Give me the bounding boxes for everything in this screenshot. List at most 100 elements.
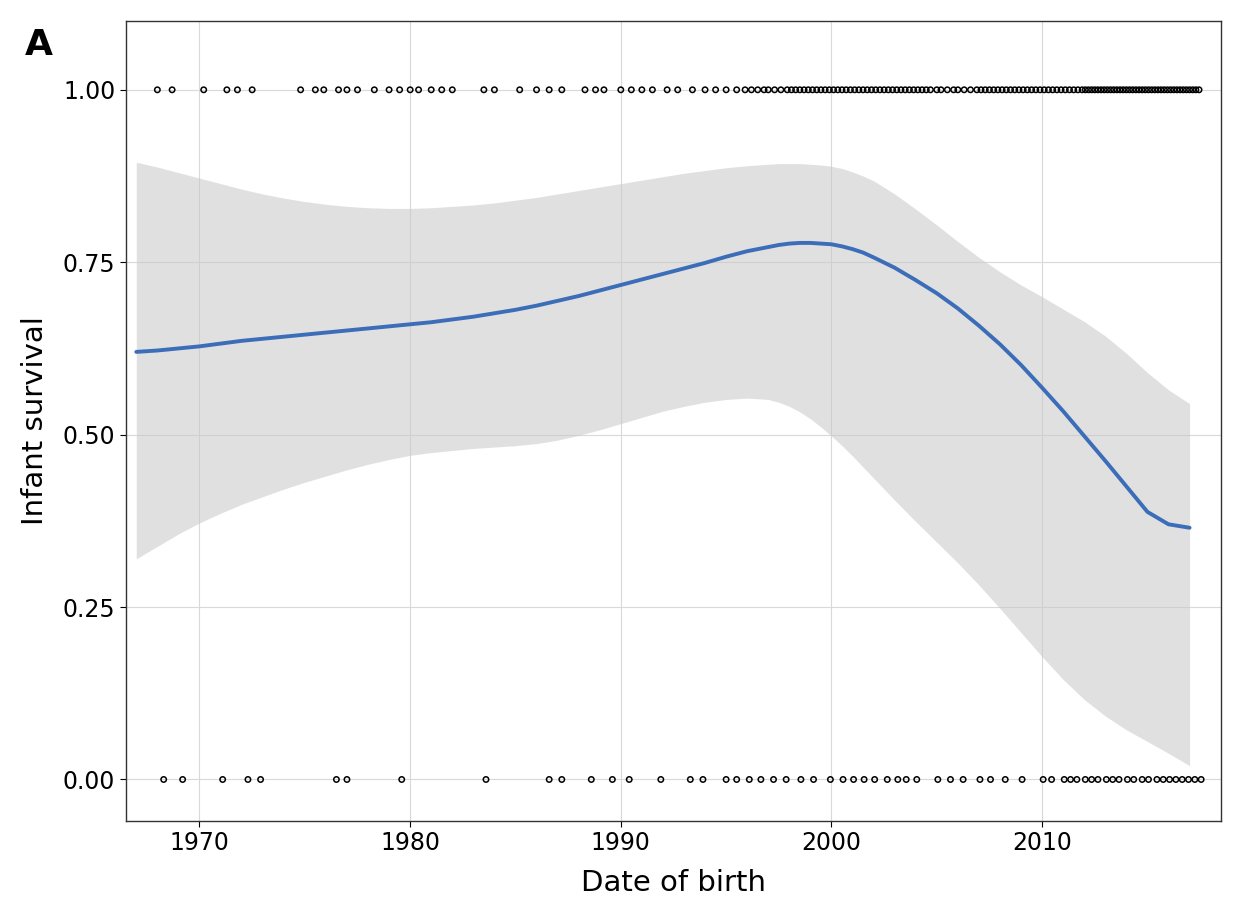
Point [632, 83, 652, 97]
Point [693, 772, 713, 787]
Point [1054, 772, 1074, 787]
Point [833, 772, 853, 787]
Point [807, 83, 827, 97]
Point [751, 772, 771, 787]
Point [683, 83, 703, 97]
Point [799, 83, 818, 97]
Point [1038, 83, 1058, 97]
Point [1126, 83, 1146, 97]
Point [764, 772, 784, 787]
Point [904, 83, 924, 97]
Point [1182, 83, 1202, 97]
Point [1084, 83, 1104, 97]
Point [853, 83, 873, 97]
Point [1141, 83, 1161, 97]
Point [327, 772, 347, 787]
Point [681, 772, 700, 787]
Point [1118, 772, 1138, 787]
Point [843, 772, 863, 787]
Point [329, 83, 349, 97]
Point [1180, 83, 1200, 97]
Point [981, 772, 1001, 787]
Point [314, 83, 334, 97]
Point [869, 83, 889, 97]
Point [975, 83, 995, 97]
Point [940, 772, 960, 787]
Point [1072, 83, 1092, 97]
Point [776, 772, 796, 787]
Point [1001, 83, 1021, 97]
Point [1030, 83, 1049, 97]
Point [948, 83, 968, 97]
Point [821, 772, 841, 787]
Point [1158, 83, 1177, 97]
Point [717, 83, 737, 97]
Point [242, 83, 262, 97]
Point [1117, 83, 1136, 97]
Point [1078, 83, 1098, 97]
Point [1164, 83, 1184, 97]
Point [1124, 772, 1144, 787]
Point [551, 772, 571, 787]
Point [1092, 83, 1112, 97]
Point [657, 83, 677, 97]
Point [920, 83, 940, 97]
Point [1042, 772, 1062, 787]
Point [291, 83, 310, 97]
Point [899, 83, 919, 97]
Point [620, 772, 640, 787]
Point [1189, 83, 1208, 97]
Point [1094, 83, 1114, 97]
Point [1082, 83, 1102, 97]
Text: A: A [25, 28, 53, 62]
Point [811, 83, 831, 97]
Point [509, 83, 529, 97]
Point [992, 83, 1012, 97]
Point [1166, 772, 1186, 787]
Point [1160, 772, 1180, 787]
Point [1097, 772, 1117, 787]
Point [391, 772, 411, 787]
Point [306, 83, 325, 97]
Point [1146, 772, 1166, 787]
Point [1017, 83, 1037, 97]
Point [1068, 83, 1088, 97]
Point [1154, 83, 1174, 97]
Point [960, 83, 980, 97]
Point [891, 83, 910, 97]
Point [1172, 772, 1192, 787]
Point [1013, 83, 1033, 97]
Point [794, 83, 814, 97]
Point [251, 772, 271, 787]
Point [527, 83, 546, 97]
Point [1103, 772, 1123, 787]
Point [432, 83, 452, 97]
Point [705, 83, 725, 97]
Point [400, 83, 420, 97]
Point [832, 83, 852, 97]
Point [984, 83, 1004, 97]
Point [1179, 772, 1199, 787]
Point [828, 83, 848, 97]
Point [1129, 83, 1149, 97]
Point [337, 772, 356, 787]
Point [820, 83, 840, 97]
Point [1191, 772, 1211, 787]
Y-axis label: Infant survival: Infant survival [21, 317, 48, 525]
Point [1009, 83, 1028, 97]
Point [1076, 772, 1095, 787]
Point [895, 83, 915, 97]
Point [717, 772, 737, 787]
Point [1098, 83, 1118, 97]
Point [1174, 83, 1194, 97]
Point [791, 772, 811, 787]
Point [476, 772, 496, 787]
Point [1059, 83, 1079, 97]
Point [651, 772, 671, 787]
Point [996, 83, 1016, 97]
Point [966, 83, 986, 97]
Point [238, 772, 258, 787]
Point [1022, 83, 1042, 97]
Point [804, 772, 823, 787]
Point [864, 772, 884, 787]
